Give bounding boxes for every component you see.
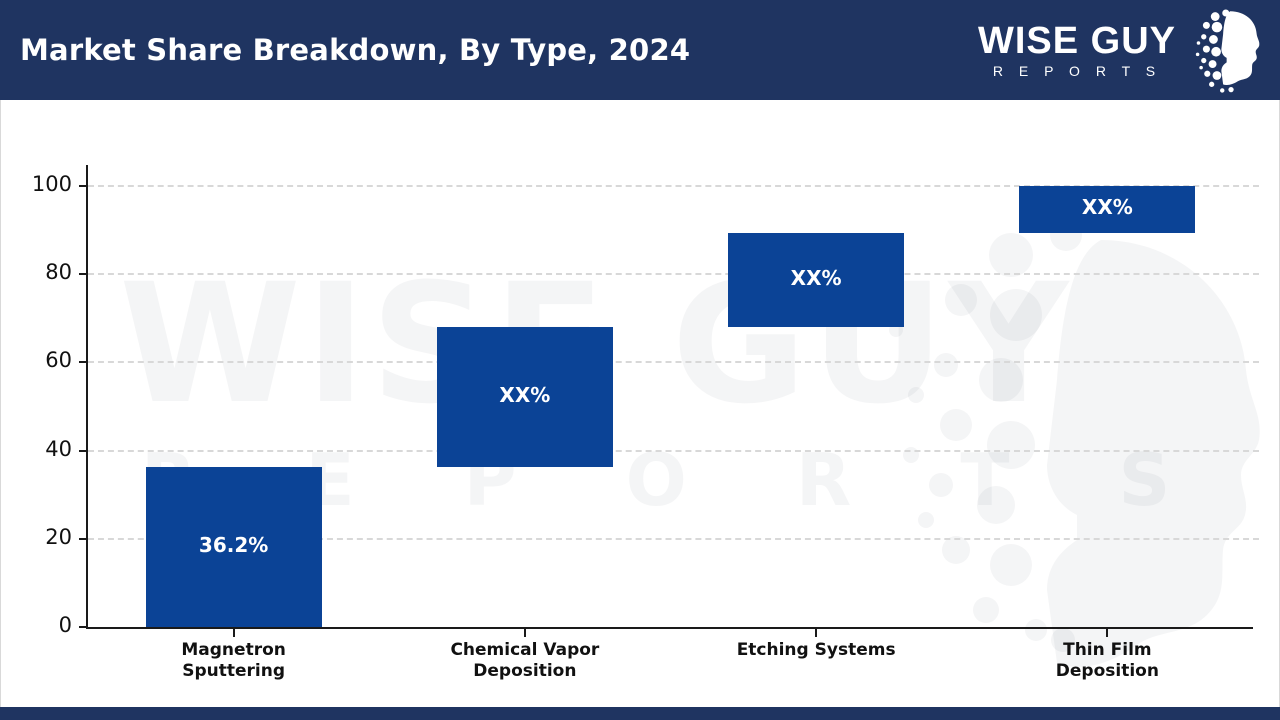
bar-value-label: XX% (790, 265, 842, 290)
x-category-label-line: Deposition (473, 661, 577, 681)
x-axis-line (86, 627, 1253, 629)
y-axis-line (86, 165, 88, 629)
x-category-label: Thin Film Deposition (992, 640, 1222, 682)
bar-value-label: XX% (499, 383, 551, 408)
y-tick-mark (79, 361, 87, 364)
watermark-head-icon (889, 219, 1260, 667)
x-tick-mark (523, 629, 526, 637)
logo-head-icon (1195, 9, 1260, 93)
header: Market Share Breakdown, By Type, 2024 WI… (0, 0, 1280, 100)
x-category-label-line: Sputtering (182, 661, 286, 681)
x-tick-mark (232, 629, 235, 637)
bar-segment (728, 232, 905, 328)
gridline (88, 361, 1259, 364)
x-category-label-line: Deposition (1055, 661, 1159, 681)
y-tick-mark (79, 185, 87, 187)
wise-guy-logo: WISE GUY R E P O R T S (978, 6, 1270, 94)
y-tick-label: 60 (45, 348, 72, 373)
bar-value-label: XX% (1081, 195, 1133, 220)
x-tick-mark (815, 629, 818, 637)
bar-segment (1019, 186, 1196, 233)
y-tick-mark (79, 626, 87, 628)
logo-subtext: R E P O R T S (992, 63, 1162, 79)
page-title: Market Share Breakdown, By Type, 2024 (20, 33, 691, 67)
logo-wordmark: WISE GUY (977, 20, 1176, 62)
y-tick-label: 0 (58, 613, 72, 637)
bar-segment (436, 327, 613, 468)
y-tick-mark (79, 537, 87, 540)
y-tick-label: 100 (31, 172, 72, 196)
x-category-label-line: Chemical Vapor (450, 640, 600, 660)
gridline (88, 449, 1259, 452)
x-tick-mark (1106, 629, 1109, 637)
gridline (88, 537, 1259, 540)
gridline (88, 185, 1259, 187)
x-category-label-line: Thin Film (1063, 640, 1152, 660)
footer-bar (0, 707, 1280, 720)
y-tick-label: 80 (45, 260, 72, 285)
bar-value-label: 36.2% (198, 533, 269, 558)
y-tick-mark (79, 273, 87, 276)
logo-text: WISE GUY R E P O R T S (978, 21, 1176, 79)
x-category-label: Chemical Vapor Deposition (410, 640, 640, 682)
gridline (88, 273, 1259, 276)
x-category-label-line: Magnetron (181, 640, 286, 660)
y-tick-label: 20 (45, 524, 72, 549)
y-tick-mark (79, 449, 87, 452)
x-category-label-line: Etching Systems (736, 640, 896, 660)
x-category-label: Magnetron Sputtering (119, 640, 349, 682)
x-category-label: Etching Systems (701, 640, 931, 661)
bar-segment (145, 467, 322, 627)
y-tick-label: 40 (45, 436, 72, 461)
